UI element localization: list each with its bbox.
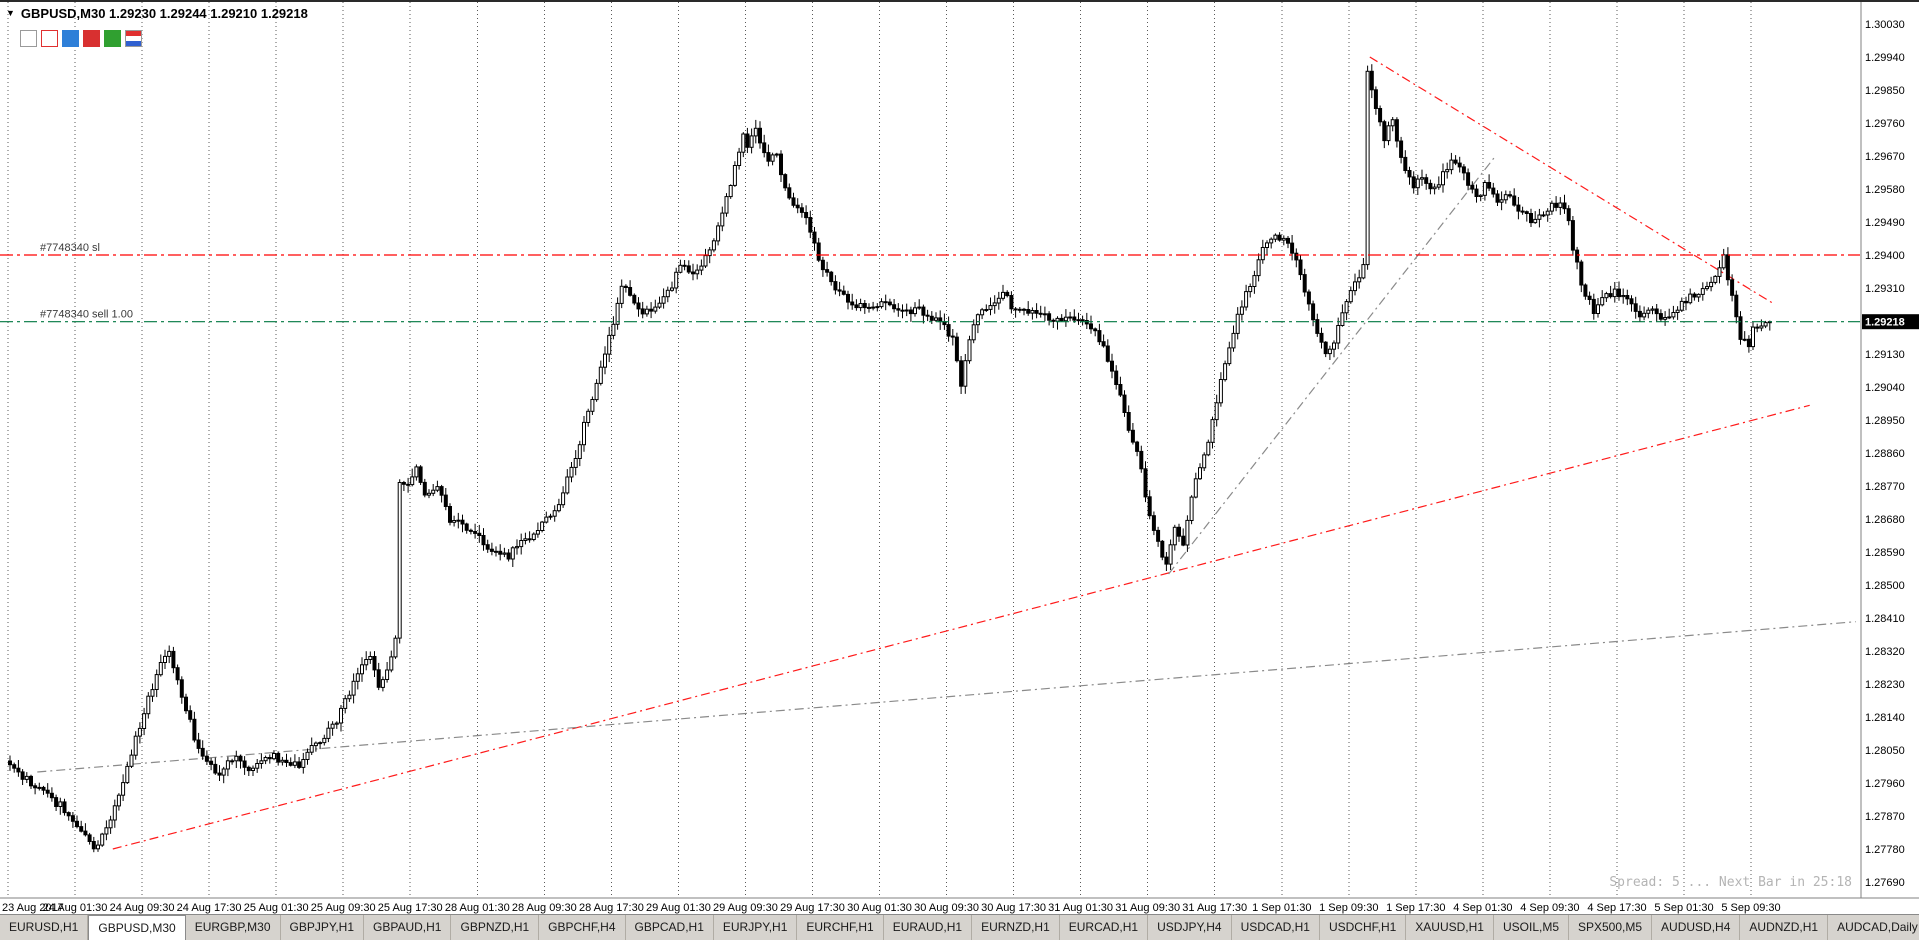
time-label: 28 Aug 09:30 (512, 902, 577, 914)
price-label: 1.30030 (1865, 19, 1905, 31)
tab-usdcad-h1[interactable]: USDCAD,H1 (1232, 915, 1320, 940)
chart-toolbar (20, 30, 142, 47)
order-label: #7748340 sell 1.00 (40, 309, 133, 321)
price-label: 1.28320 (1865, 646, 1905, 658)
price-label: 1.29130 (1865, 349, 1905, 361)
price-label: 1.27780 (1865, 844, 1905, 856)
time-label: 29 Aug 17:30 (780, 902, 845, 914)
time-label: 4 Sep 09:30 (1520, 902, 1579, 914)
time-label: 30 Aug 09:30 (914, 902, 979, 914)
time-label: 29 Aug 01:30 (646, 902, 711, 914)
price-label: 1.28770 (1865, 481, 1905, 493)
price-label: 1.29850 (1865, 85, 1905, 97)
tab-usdjpy-h4[interactable]: USDJPY,H4 (1148, 915, 1232, 940)
price-label: 1.29310 (1865, 283, 1905, 295)
time-label: 31 Aug 01:30 (1048, 902, 1113, 914)
time-label: 29 Aug 09:30 (713, 902, 778, 914)
price-label: 1.28860 (1865, 448, 1905, 460)
price-label: 1.28950 (1865, 415, 1905, 427)
time-label: 24 Aug 17:30 (177, 902, 242, 914)
chart-window: 23 Aug 2017 24 Aug 01:30 24 Aug 09:30 24 Au… (0, 0, 1919, 914)
symbol-tab-bar: EURUSD,H1 GBPUSD,M30 EURGBP,M30 GBPJPY,H1 GB… (0, 914, 1919, 940)
descending-red-trendline[interactable] (1369, 56, 1773, 304)
price-label: 1.28680 (1865, 514, 1905, 526)
tab-audnzd-h1[interactable]: AUDNZD,H1 (1740, 915, 1829, 940)
striped-flag-button[interactable] (125, 30, 142, 47)
price-label: 1.29040 (1865, 382, 1905, 394)
tab-gbpaud-h1[interactable]: GBPAUD,H1 (364, 915, 452, 940)
objects-collapse-icon[interactable]: ▼ (6, 8, 15, 18)
tab-gbpcad-h1[interactable]: GBPCAD,H1 (626, 915, 714, 940)
time-label: 28 Aug 17:30 (579, 902, 644, 914)
white-square-button[interactable] (20, 30, 37, 47)
time-label: 24 Aug 09:30 (110, 902, 175, 914)
green-square-button[interactable] (104, 30, 121, 47)
spread-info-text: Spread: 5 ... Next Bar in 25:18 (1609, 875, 1852, 890)
price-label: 1.29400 (1865, 250, 1905, 262)
time-label: 1 Sep 09:30 (1319, 902, 1378, 914)
time-label: 4 Sep 17:30 (1587, 902, 1646, 914)
time-label: 25 Aug 01:30 (244, 902, 309, 914)
blue-square-button[interactable] (62, 30, 79, 47)
time-label: 5 Sep 09:30 (1721, 902, 1780, 914)
price-label: 1.28050 (1865, 745, 1905, 757)
price-badge (1862, 314, 1919, 330)
price-label: 1.29580 (1865, 184, 1905, 196)
time-label: 30 Aug 17:30 (981, 902, 1046, 914)
tab-gbpjpy-h1[interactable]: GBPJPY,H1 (281, 915, 365, 940)
price-badge-value: 1.29218 (1865, 317, 1905, 329)
time-label: 1 Sep 01:30 (1252, 902, 1311, 914)
time-label: 23 Aug 2017 (2, 902, 64, 914)
tab-eurjpy-h1[interactable]: EURJPY,H1 (714, 915, 798, 940)
time-label: 30 Aug 01:30 (847, 902, 912, 914)
price-label: 1.29490 (1865, 217, 1905, 229)
tab-euraud-h1[interactable]: EURAUD,H1 (884, 915, 973, 940)
time-label: 25 Aug 09:30 (311, 902, 376, 914)
tab-gbpnzd-h1[interactable]: GBPNZD,H1 (451, 915, 540, 940)
tab-eurchf-h1[interactable]: EURCHF,H1 (797, 915, 884, 940)
time-label: 5 Sep 01:30 (1654, 902, 1713, 914)
price-label: 1.27960 (1865, 778, 1905, 790)
tab-audcad-daily[interactable]: AUDCAD,Daily (1828, 915, 1919, 940)
tab-eurnzd-h1[interactable]: EURNZD,H1 (972, 915, 1060, 940)
price-label: 1.27870 (1865, 811, 1905, 823)
tab-spx500-m5[interactable]: SPX500,M5 (1569, 915, 1653, 940)
time-label: 31 Aug 17:30 (1182, 902, 1247, 914)
ascending-red-trendline[interactable] (112, 404, 1810, 850)
price-label: 1.29670 (1865, 151, 1905, 163)
tab-usdchf-h1[interactable]: USDCHF,H1 (1320, 915, 1407, 940)
price-label: 1.28590 (1865, 547, 1905, 559)
price-label: 1.28140 (1865, 712, 1905, 724)
price-label: 1.28410 (1865, 613, 1905, 625)
price-label: 1.29940 (1865, 52, 1905, 64)
red-outline-square-button[interactable] (41, 30, 58, 47)
order-label: #7748340 sl (40, 242, 100, 254)
tab-usoil-m5[interactable]: USOIL,M5 (1494, 915, 1569, 940)
time-label: 28 Aug 01:30 (445, 902, 510, 914)
price-label: 1.28230 (1865, 679, 1905, 691)
time-label: 1 Sep 17:30 (1386, 902, 1445, 914)
tab-gbpchf-h4[interactable]: GBPCHF,H4 (539, 915, 626, 940)
red-square-button[interactable] (83, 30, 100, 47)
tab-eurgbp-m30[interactable]: EURGBP,M30 (186, 915, 281, 940)
tab-gbpusd-m30[interactable]: GBPUSD,M30 (88, 915, 186, 940)
ascending-gray-trendline-long[interactable] (37, 621, 1856, 773)
time-label: 24 Aug 01:30 (43, 902, 108, 914)
price-label: 1.27690 (1865, 877, 1905, 889)
time-label: 4 Sep 01:30 (1453, 902, 1512, 914)
price-label: 1.29760 (1865, 118, 1905, 130)
tab-xauusd-h1[interactable]: XAUUSD,H1 (1406, 915, 1494, 940)
time-label: 31 Aug 09:30 (1115, 902, 1180, 914)
tab-eurusd-h1[interactable]: EURUSD,H1 (0, 915, 89, 940)
candlestick-series (8, 64, 1772, 853)
ascending-gray-trendline-steep[interactable] (1168, 155, 1496, 575)
chart-title-ohlc: GBPUSD,M30 1.29230 1.29244 1.29210 1.292… (20, 6, 308, 21)
chart-title-row: ▼ GBPUSD,M30 1.29230 1.29244 1.29210 1.2… (6, 6, 308, 21)
tab-audusd-h4[interactable]: AUDUSD,H4 (1652, 915, 1741, 940)
tab-eurcad-h1[interactable]: EURCAD,H1 (1060, 915, 1149, 940)
time-label: 25 Aug 17:30 (378, 902, 443, 914)
price-label: 1.28500 (1865, 580, 1905, 592)
